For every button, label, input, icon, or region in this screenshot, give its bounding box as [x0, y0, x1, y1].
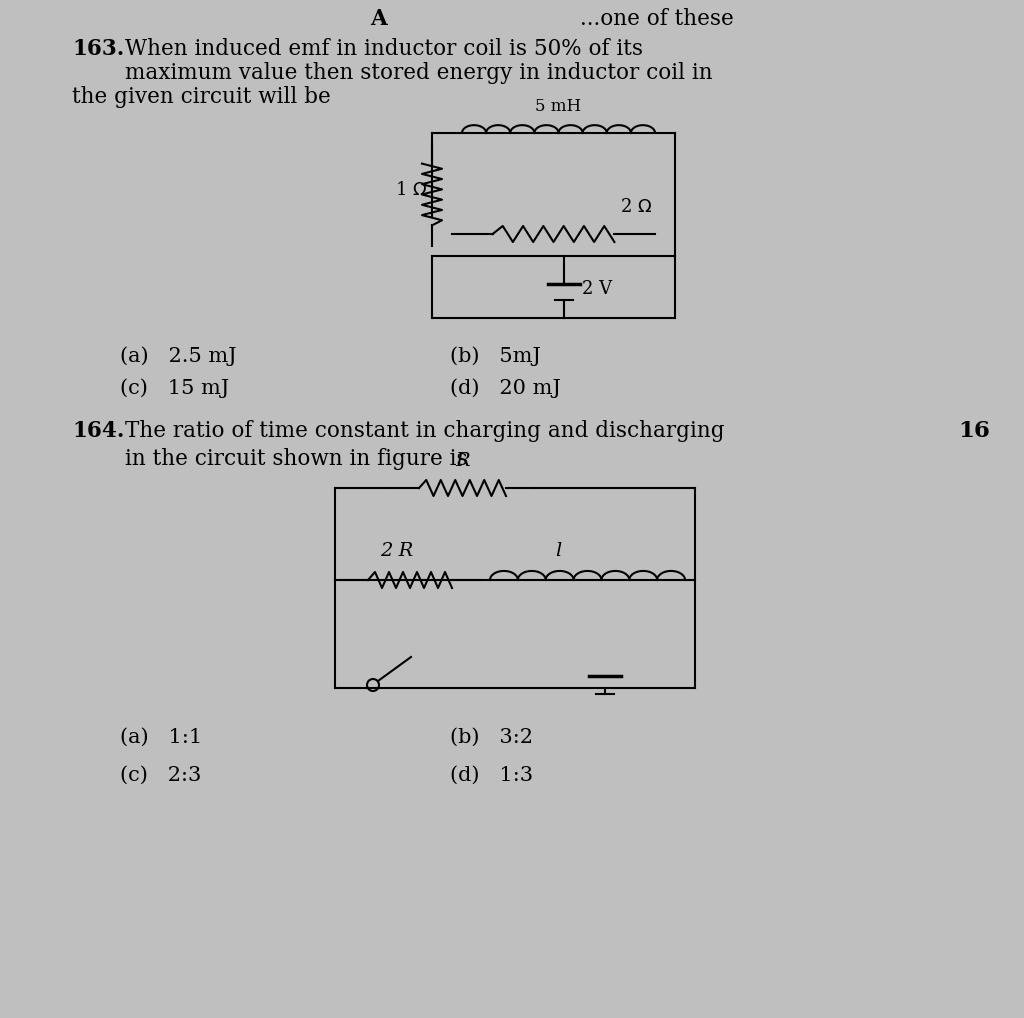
Text: (a)   1:1: (a) 1:1: [120, 728, 203, 747]
Text: (c)   15 mJ: (c) 15 mJ: [120, 378, 229, 398]
Text: (b)   5mJ: (b) 5mJ: [450, 346, 541, 365]
Text: When induced emf in inductor coil is 50% of its: When induced emf in inductor coil is 50%…: [125, 38, 643, 60]
Text: 2 R: 2 R: [380, 542, 414, 560]
Text: R: R: [456, 452, 470, 470]
Text: (d)   1:3: (d) 1:3: [450, 766, 534, 785]
Text: l: l: [555, 542, 561, 560]
Text: 1 $\Omega$: 1 $\Omega$: [395, 180, 427, 199]
Text: (d)   20 mJ: (d) 20 mJ: [450, 378, 561, 398]
Text: ...one of these: ...one of these: [580, 8, 734, 30]
Text: in the circuit shown in figure is: in the circuit shown in figure is: [125, 448, 468, 470]
Text: 2 $\Omega$: 2 $\Omega$: [620, 197, 652, 216]
Text: 16: 16: [958, 420, 990, 442]
Text: maximum value then stored energy in inductor coil in: maximum value then stored energy in indu…: [125, 62, 713, 84]
Text: 163.: 163.: [72, 38, 124, 60]
Text: The ratio of time constant in charging and discharging: The ratio of time constant in charging a…: [125, 420, 725, 442]
Text: 164.: 164.: [72, 420, 124, 442]
Text: (a)   2.5 mJ: (a) 2.5 mJ: [120, 346, 237, 365]
Text: 5 mH: 5 mH: [536, 98, 582, 115]
Text: the given circuit will be: the given circuit will be: [72, 86, 331, 108]
Text: A: A: [370, 8, 387, 30]
Text: (c)   2:3: (c) 2:3: [120, 766, 202, 785]
Text: 2 V: 2 V: [582, 280, 611, 298]
Text: (b)   3:2: (b) 3:2: [450, 728, 534, 747]
